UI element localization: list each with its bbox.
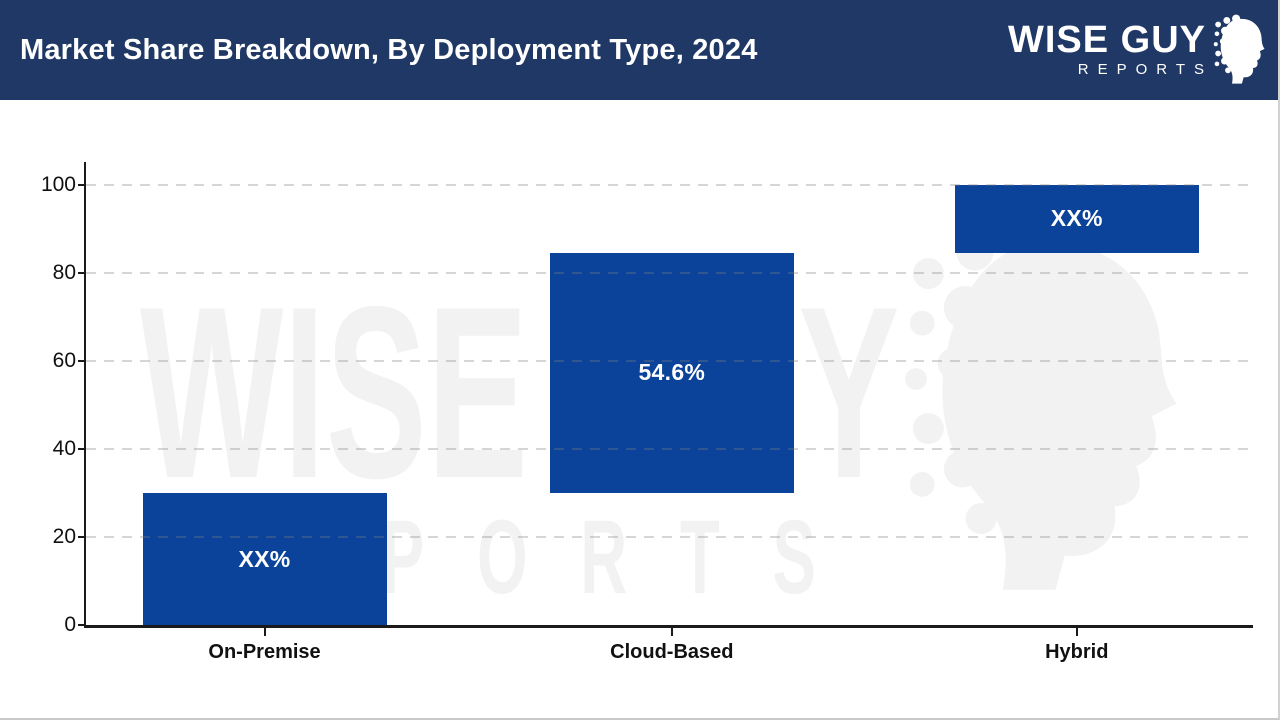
y-tick-label: 60	[52, 349, 76, 372]
header-bar: Market Share Breakdown, By Deployment Ty…	[0, 0, 1278, 100]
y-tick-label: 0	[64, 613, 76, 636]
chart-area: WISE GUY REPORTS 0 20 40 60 80 100 XX% On-Premi…	[0, 100, 1278, 718]
gridline	[86, 360, 1253, 362]
x-category-label: On-Premise	[208, 641, 321, 663]
x-tick-mark	[670, 628, 673, 636]
y-tick-label: 20	[52, 525, 76, 548]
logo-head-icon	[1210, 8, 1268, 92]
wiseguy-logo: WISE GUY REPORTS	[1008, 6, 1268, 94]
x-tick-mark	[1075, 628, 1078, 636]
gridline	[86, 272, 1253, 274]
y-tick-mark	[78, 360, 86, 362]
y-tick-mark	[78, 272, 86, 274]
logo-text: WISE GUY REPORTS	[1008, 20, 1206, 80]
gridline	[86, 536, 1253, 538]
y-tick-mark	[78, 184, 86, 186]
y-tick-label: 80	[52, 261, 76, 284]
bar-value-label: XX%	[1050, 205, 1103, 232]
y-tick-mark	[78, 536, 86, 538]
x-category-label: Hybrid	[1045, 641, 1109, 663]
y-tick-mark	[78, 448, 86, 450]
logo-wordmark: WISE GUY	[1007, 19, 1206, 61]
logo-subtext: REPORTS	[1077, 61, 1213, 78]
gridline	[86, 184, 1253, 186]
y-axis-line	[84, 162, 86, 628]
x-category-label: Cloud-Based	[610, 641, 734, 663]
gridline	[86, 448, 1253, 450]
bar-cloud-based: 54.6%	[549, 252, 794, 493]
chart-title: Market Share Breakdown, By Deployment Ty…	[20, 33, 758, 66]
y-tick-label: 100	[40, 173, 76, 196]
bar-hybrid: XX%	[954, 185, 1199, 253]
watermark-head-icon	[885, 210, 1195, 610]
bar-on-premise: XX%	[142, 493, 387, 625]
x-axis-line	[84, 625, 1253, 628]
x-tick-mark	[263, 628, 266, 636]
bar-value-label: XX%	[238, 545, 291, 572]
y-tick-mark	[78, 624, 86, 626]
y-tick-label: 40	[52, 437, 76, 460]
bar-value-label: 54.6%	[638, 359, 706, 386]
